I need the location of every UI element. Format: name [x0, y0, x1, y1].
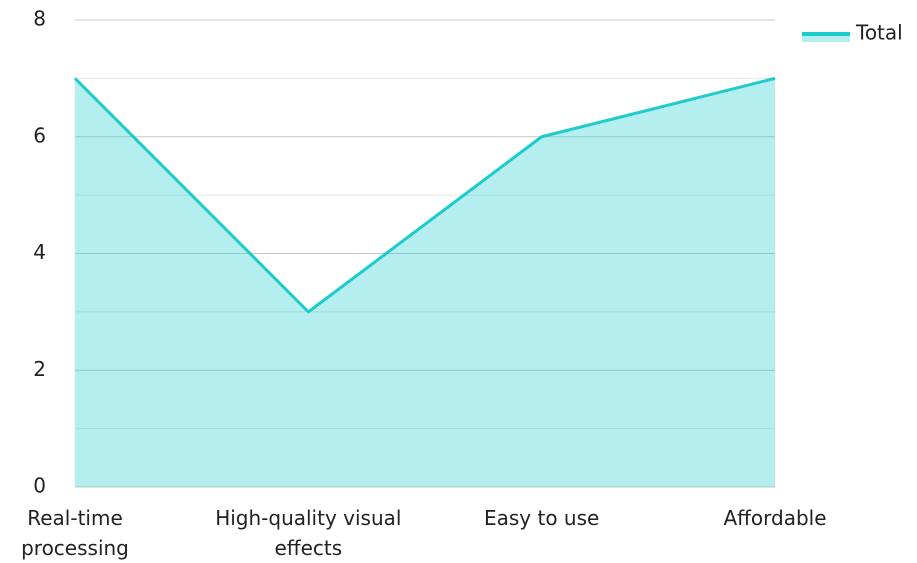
- y-tick-label: 8: [33, 7, 46, 31]
- y-tick-label: 2: [33, 357, 46, 381]
- legend-label: Total: [855, 21, 903, 45]
- x-tick-label: Easy to use: [483, 506, 600, 530]
- x-tick-label: High-quality visual effects: [215, 506, 402, 560]
- area-fill: [75, 78, 775, 487]
- y-tick-label: 0: [33, 474, 46, 498]
- y-tick-label: 6: [33, 123, 46, 147]
- legend-swatch-fill: [802, 34, 850, 42]
- x-tick-label: Real-time processing: [21, 506, 129, 560]
- area-line: [73, 76, 776, 314]
- x-tick-label: Affordable: [723, 506, 827, 530]
- y-tick-label: 4: [33, 240, 46, 264]
